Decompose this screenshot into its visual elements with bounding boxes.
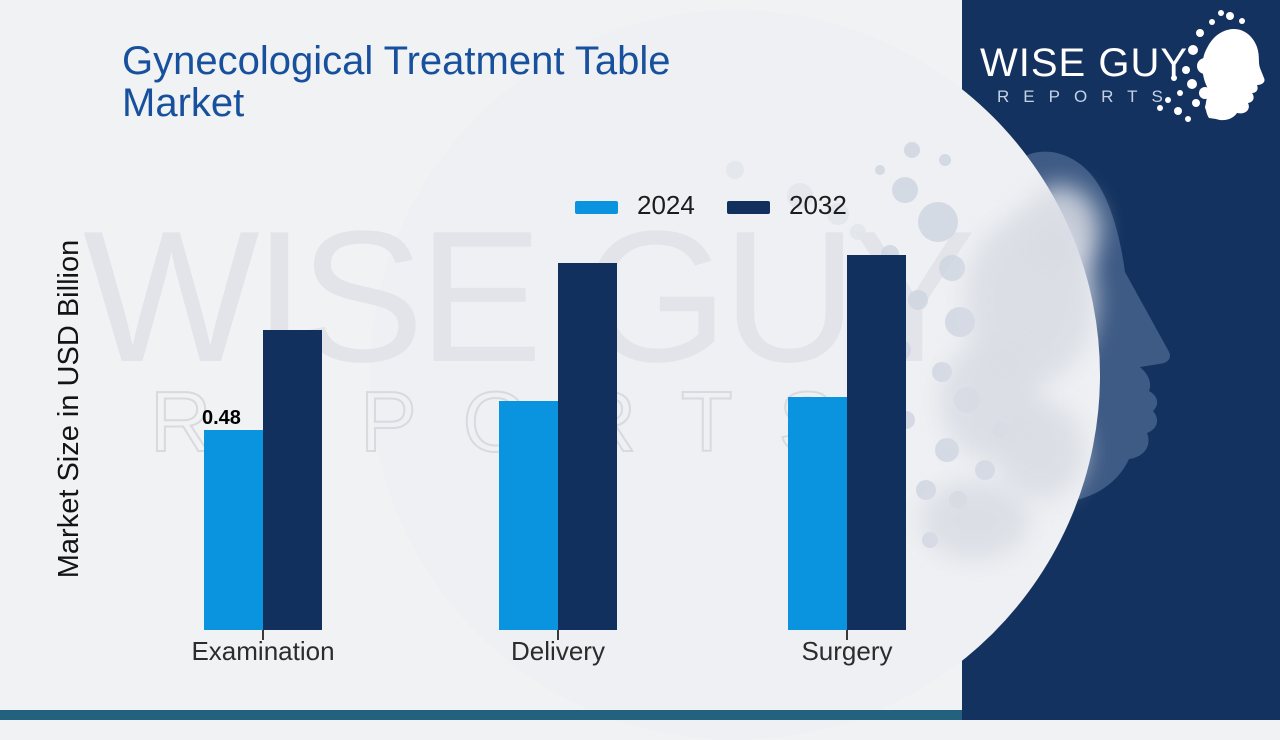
decorative-dot — [850, 224, 866, 240]
category-label-surgery: Surgery — [801, 636, 893, 666]
decorative-blob — [920, 480, 1030, 560]
x-axis-tick — [262, 630, 264, 640]
decorative-dot — [726, 161, 744, 179]
decorative-blob — [1020, 185, 1100, 275]
bar-value-label: 0.48 — [202, 407, 241, 429]
brand-head-icon — [1157, 10, 1265, 122]
y-axis-label: Market Size in USD Billion — [53, 239, 85, 579]
category-label-delivery: Delivery — [511, 636, 605, 666]
bar-delivery-2032 — [558, 263, 617, 630]
bar-surgery-2024 — [788, 397, 847, 630]
legend-label-2032: 2032 — [789, 190, 847, 220]
decorative-dot — [975, 460, 995, 480]
market-report-figure: { "page": {"background":"#f1f2f3","foote… — [0, 0, 1280, 720]
decorative-dot — [875, 165, 885, 175]
bar-chart: Gynecological Treatment Table Market Mar… — [53, 40, 906, 666]
brand-logo-subtext: REPORTS — [997, 87, 1177, 106]
decorative-dot — [908, 290, 928, 310]
decorative-dot — [827, 203, 849, 225]
chart-title: Gynecological Treatment Table Market — [122, 40, 822, 124]
decorative-dot — [939, 154, 951, 166]
footer-accent-bar — [0, 710, 962, 720]
decorative-dot — [939, 255, 965, 281]
bar-examination-2024 — [204, 430, 263, 630]
decorative-dot — [918, 202, 958, 242]
category-label-examination: Examination — [191, 636, 335, 666]
brand-logo-text: WISE GUY — [980, 41, 1189, 85]
chart-title-line1: Gynecological Treatment Table — [122, 39, 671, 83]
decorative-dot — [787, 183, 813, 209]
legend-swatch-2024 — [575, 201, 618, 214]
legend-label-2024: 2024 — [637, 190, 695, 220]
x-axis-tick — [846, 630, 848, 640]
watermark-big-text: WISE GUY — [83, 192, 976, 401]
legend-swatch-2032 — [727, 201, 770, 214]
bar-surgery-2032 — [847, 255, 906, 630]
chart-title-line2: Market — [122, 81, 245, 125]
decorative-blob — [995, 400, 1085, 500]
decorative-dot — [892, 177, 918, 203]
decorative-dot — [904, 142, 920, 158]
bar-examination-2032 — [263, 330, 322, 630]
bar-delivery-2024 — [499, 401, 558, 630]
x-axis-tick — [557, 630, 559, 640]
